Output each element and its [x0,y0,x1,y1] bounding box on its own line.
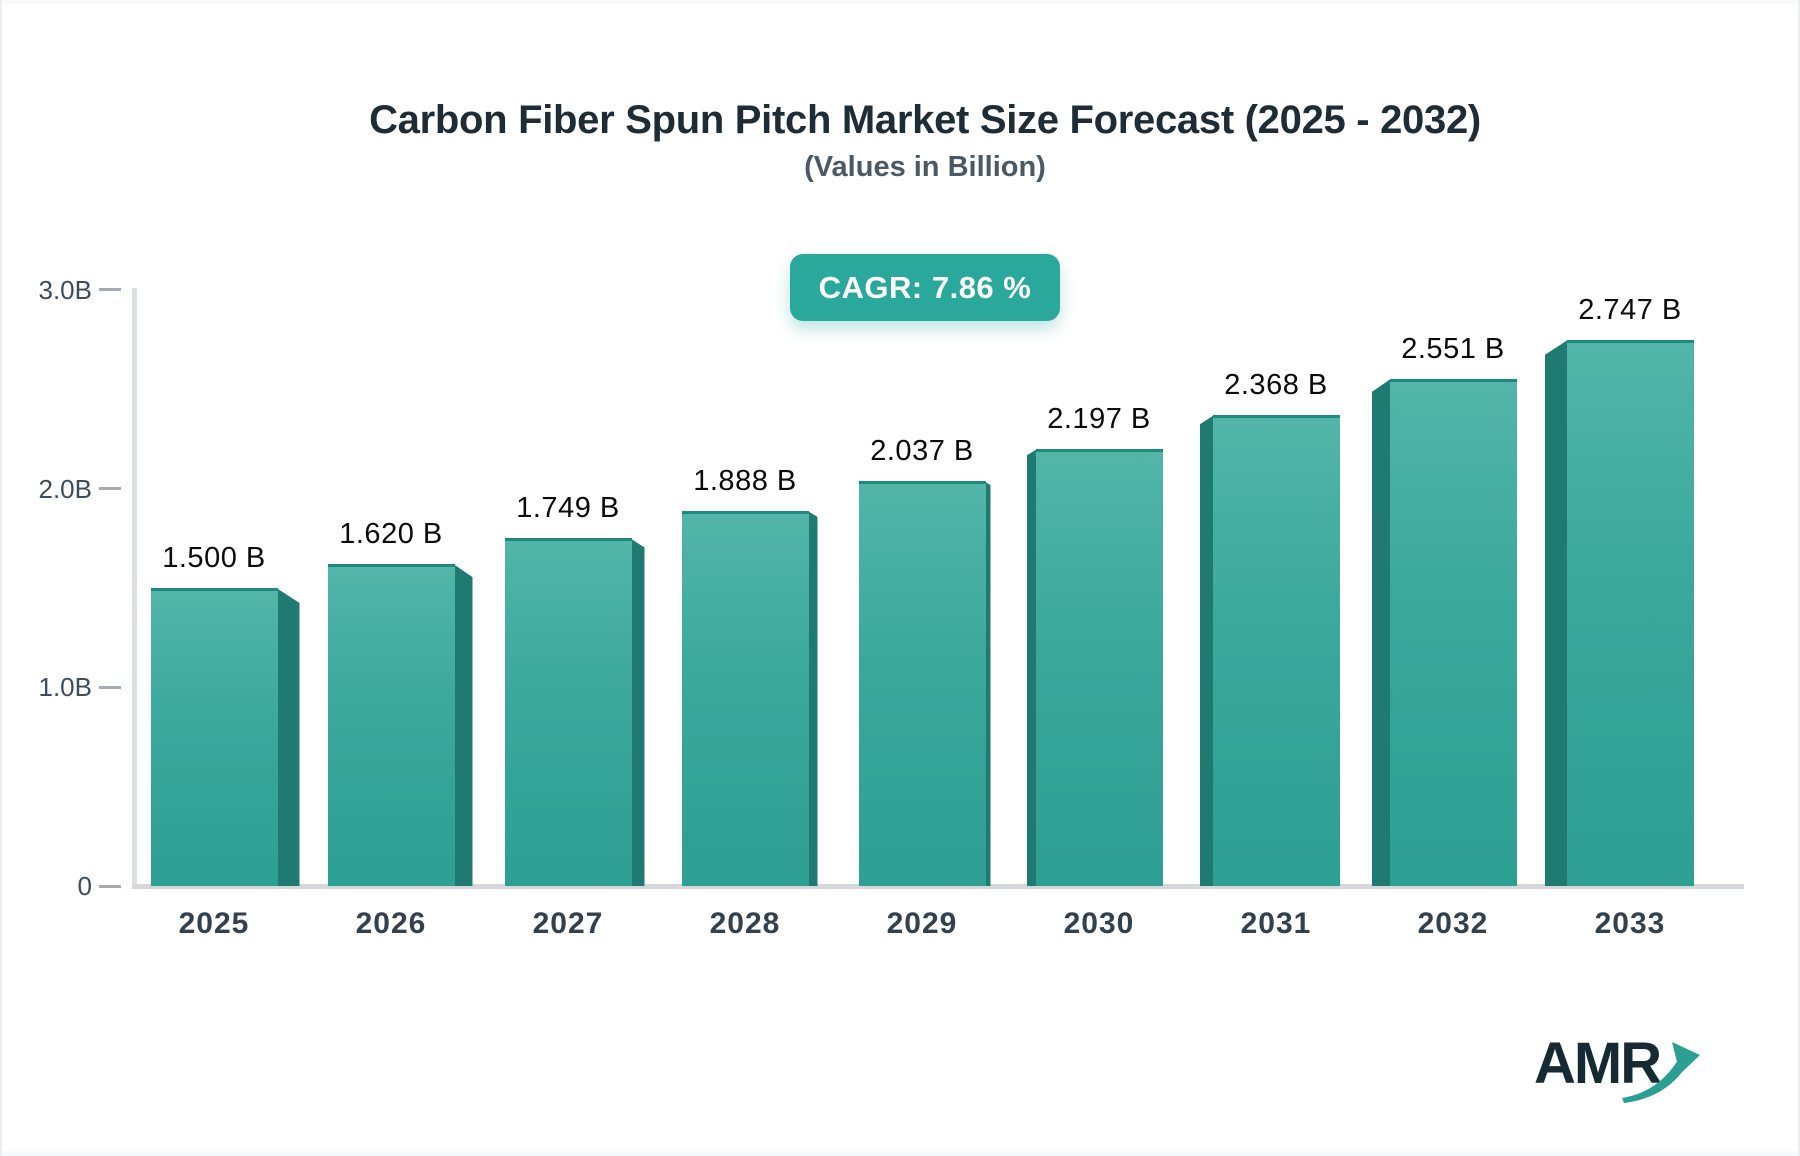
bar-side-panel [453,564,473,886]
chart-title: Carbon Fiber Spun Pitch Market Size Fore… [369,98,1481,142]
bar-face [150,587,278,886]
bar-face [858,481,986,886]
bar-face [1212,415,1340,886]
x-axis-label: 2028 [709,907,781,940]
x-axis-label: 2031 [1240,907,1312,940]
bar-face [1035,449,1163,886]
bar-side-panel [984,481,991,886]
bar-face [1566,340,1694,886]
bar-value-label: 2.551 B [1401,333,1505,366]
amr-logo-arrow-icon [1622,1042,1700,1103]
y-axis-tick-label: 3.0B [38,274,93,305]
y-axis-tick [99,487,121,491]
bar-face [504,538,632,886]
y-axis-tick [99,685,121,689]
y-axis-tick-label: 2.0B [38,473,93,504]
x-axis-label: 2030 [1063,907,1135,940]
bar-value-label: 2.197 B [1047,403,1151,436]
bar-side-panel [630,538,645,886]
bar-value-label: 2.368 B [1224,369,1328,402]
x-axis-label: 2032 [1417,907,1489,940]
amr-logo-text: AMR [1534,1031,1662,1096]
bar-side-panel [1199,415,1214,886]
x-axis-label: 2025 [178,907,250,940]
bar-value-label: 2.037 B [870,435,974,468]
bar-side-panel [276,587,300,886]
bar-face [681,510,809,886]
bar-side-panel [807,510,818,886]
y-axis-tick [99,288,121,292]
bar-value-label: 1.888 B [693,464,797,497]
cagr-badge-label: CAGR: 7.86 % [818,269,1032,305]
y-axis-tick-label: 1.0B [38,672,93,703]
bar-face [327,564,455,886]
bar-value-label: 1.620 B [339,518,443,551]
bar-face [1389,379,1517,886]
y-axis-line [132,288,137,888]
bar-value-label: 1.500 B [162,541,266,574]
amr-logo: AMR [1534,1034,1714,1114]
top-edge-strip [2,0,1798,4]
x-axis-baseline [132,884,1744,889]
y-axis-tick-label: 0 [77,871,92,901]
x-axis-label: 2029 [886,907,958,940]
bar-value-label: 1.749 B [516,492,620,525]
cagr-badge: CAGR: 7.86 % [790,254,1060,321]
bar-side-panel [1026,449,1037,886]
x-axis-label: 2033 [1594,907,1666,940]
bar-side-panel [1371,379,1391,886]
x-axis-label: 2026 [355,907,427,940]
bar-side-panel [1544,340,1568,886]
bar-value-label: 2.747 B [1578,294,1682,327]
bottom-edge-strip [2,1151,1798,1156]
chart-subtitle: (Values in Billion) [804,151,1046,183]
y-axis-tick [99,884,121,888]
x-axis-label: 2027 [532,907,604,940]
